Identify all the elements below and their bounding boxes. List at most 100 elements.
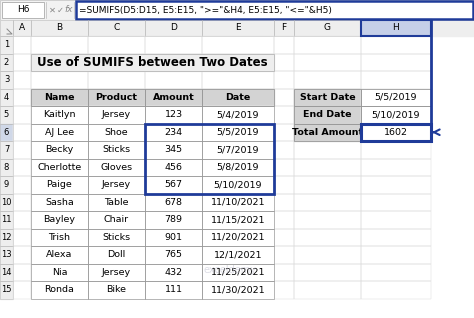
Bar xyxy=(0,229,13,246)
Bar xyxy=(31,123,88,141)
Bar xyxy=(145,211,202,229)
Bar xyxy=(13,71,31,88)
Text: Jersey: Jersey xyxy=(102,268,131,277)
Bar xyxy=(31,123,88,141)
Bar xyxy=(0,53,13,71)
Bar xyxy=(294,20,361,36)
Bar xyxy=(145,71,202,88)
Bar xyxy=(145,158,202,176)
Bar xyxy=(88,20,145,36)
Bar xyxy=(31,211,88,229)
Bar xyxy=(145,193,202,211)
Bar xyxy=(202,141,274,158)
Bar xyxy=(88,53,145,71)
Bar xyxy=(274,229,294,246)
Bar xyxy=(13,36,31,53)
Bar xyxy=(0,158,13,176)
Text: 13: 13 xyxy=(1,250,12,259)
Bar xyxy=(31,281,88,299)
Bar xyxy=(145,229,202,246)
Bar xyxy=(202,88,274,106)
Bar xyxy=(0,264,13,281)
Bar xyxy=(88,246,145,264)
Text: 901: 901 xyxy=(164,233,182,242)
Bar xyxy=(294,211,361,229)
Bar xyxy=(145,88,202,106)
Bar xyxy=(0,281,13,299)
Bar xyxy=(202,71,274,88)
Bar xyxy=(202,106,274,123)
Text: 5/10/2019: 5/10/2019 xyxy=(214,180,262,189)
Bar xyxy=(145,36,202,53)
Bar xyxy=(361,246,431,264)
Bar xyxy=(361,229,431,246)
Bar xyxy=(202,20,274,36)
Text: C: C xyxy=(113,24,119,32)
Bar xyxy=(145,141,202,158)
Text: 678: 678 xyxy=(164,198,182,207)
Text: Sasha: Sasha xyxy=(45,198,74,207)
Bar xyxy=(361,123,431,141)
Bar xyxy=(294,141,361,158)
Bar xyxy=(274,123,294,141)
Bar xyxy=(202,246,274,264)
Bar xyxy=(13,88,31,106)
Bar xyxy=(13,211,31,229)
Text: 5: 5 xyxy=(4,110,9,119)
Bar xyxy=(274,158,294,176)
Bar xyxy=(145,176,202,193)
Bar xyxy=(202,106,274,123)
Bar xyxy=(145,123,202,141)
Bar xyxy=(0,158,13,176)
Bar xyxy=(202,106,274,123)
Bar xyxy=(145,281,202,299)
Bar xyxy=(88,211,145,229)
Bar xyxy=(145,264,202,281)
Bar xyxy=(294,229,361,246)
Bar xyxy=(88,158,145,176)
Bar xyxy=(88,229,145,246)
Bar xyxy=(0,176,13,193)
Bar xyxy=(88,106,145,123)
Bar xyxy=(13,176,31,193)
Bar xyxy=(88,106,145,123)
Bar xyxy=(145,264,202,281)
Bar xyxy=(145,193,202,211)
Bar xyxy=(88,246,145,264)
Bar xyxy=(88,246,145,264)
Bar xyxy=(202,281,274,299)
Bar xyxy=(88,176,145,193)
Text: 11: 11 xyxy=(1,215,12,224)
Bar xyxy=(88,36,145,53)
Bar xyxy=(202,53,274,71)
Text: 14: 14 xyxy=(1,268,12,277)
Bar xyxy=(274,53,294,71)
Bar xyxy=(31,141,88,158)
Bar xyxy=(88,193,145,211)
Bar xyxy=(202,20,274,36)
Bar xyxy=(88,141,145,158)
Bar xyxy=(31,264,88,281)
Bar xyxy=(202,193,274,211)
Bar xyxy=(294,71,361,88)
Text: Nia: Nia xyxy=(52,268,67,277)
Bar xyxy=(88,141,145,158)
Bar xyxy=(2,2,44,18)
Bar xyxy=(31,88,88,106)
Bar xyxy=(202,264,274,281)
Text: 111: 111 xyxy=(164,285,182,294)
Bar xyxy=(31,211,88,229)
Bar xyxy=(145,281,202,299)
Text: 1: 1 xyxy=(4,40,9,49)
Bar xyxy=(145,141,202,158)
Text: Alexa: Alexa xyxy=(46,250,73,259)
Bar xyxy=(361,36,431,53)
Bar xyxy=(202,264,274,281)
Bar xyxy=(361,71,431,88)
Bar xyxy=(202,71,274,88)
Bar xyxy=(202,141,274,158)
Bar xyxy=(88,71,145,88)
Bar xyxy=(13,20,31,36)
Bar xyxy=(145,229,202,246)
Bar xyxy=(274,36,294,53)
